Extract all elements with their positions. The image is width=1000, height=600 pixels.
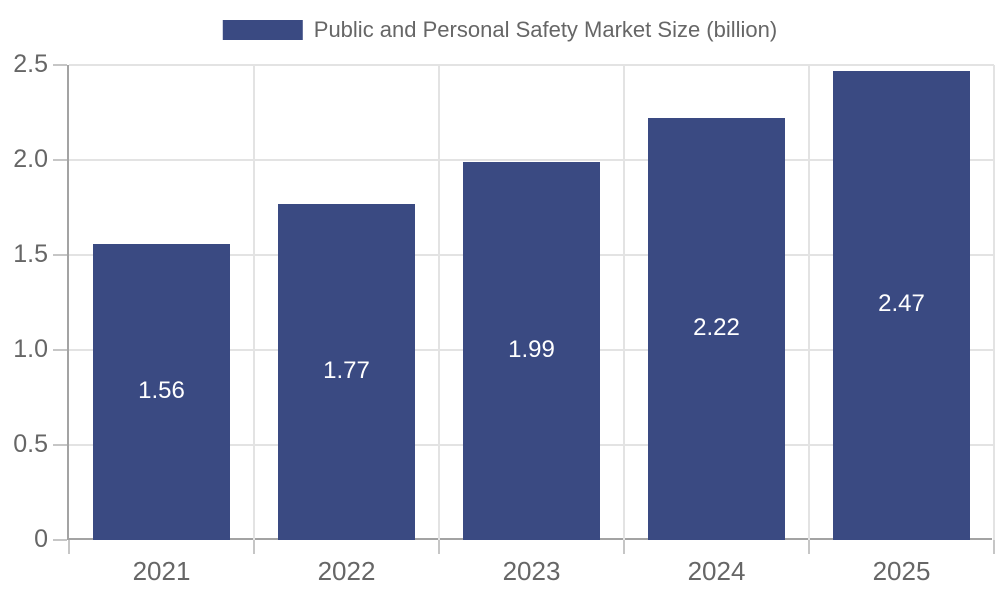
bar[interactable] [648,118,785,540]
bar[interactable] [93,243,230,540]
y-axis-tick [53,159,67,161]
y-axis-tick [53,349,67,351]
x-gridline [253,65,255,540]
legend-swatch [222,20,303,40]
y-axis-tick-label: 1.5 [13,240,48,268]
x-axis-tick [993,540,995,554]
y-axis-tick [53,444,67,446]
y-axis-tick [53,539,67,541]
x-gridline [993,65,995,540]
y-axis-tick [53,254,67,256]
bar[interactable] [463,161,600,540]
x-axis-tick [68,540,70,554]
legend: Public and Personal Safety Market Size (… [222,17,778,43]
y-axis-tick-label: 2.5 [13,50,48,78]
bar-value-label: 1.99 [508,335,555,363]
x-axis-tick [438,540,440,554]
x-axis-tick-label: 2022 [317,556,376,586]
x-axis-tick-label: 2021 [132,556,191,586]
x-axis-tick [808,540,810,554]
bar[interactable] [278,203,415,540]
x-axis-tick [253,540,255,554]
y-axis-tick-label: 2.0 [13,145,48,173]
bar[interactable] [833,70,970,540]
y-axis-tick [53,64,67,66]
y-gridline [69,64,994,66]
bar-value-label: 2.47 [878,290,925,318]
legend-label: Public and Personal Safety Market Size (… [313,17,778,42]
x-axis-tick-label: 2025 [872,556,931,586]
y-gridline [69,159,994,161]
y-axis-tick-label: 1.0 [13,335,48,363]
x-axis-tick-label: 2023 [502,556,561,586]
bar-value-label: 2.22 [693,314,740,342]
plot-area: 0 0.5 1.0 1.5 2.0 2.5 1.56 2021 1.77 2022 1.99 2023… [13,50,995,586]
y-axis-tick-label: 0.5 [13,430,48,458]
y-axis-tick-label: 0 [34,525,48,553]
x-axis-tick-label: 2024 [687,556,746,586]
bar-value-label: 1.77 [323,356,370,384]
x-gridline [623,65,625,540]
x-axis-tick [623,540,625,554]
x-gridline [438,65,440,540]
x-gridline [808,65,810,540]
bar-value-label: 1.56 [138,376,185,404]
